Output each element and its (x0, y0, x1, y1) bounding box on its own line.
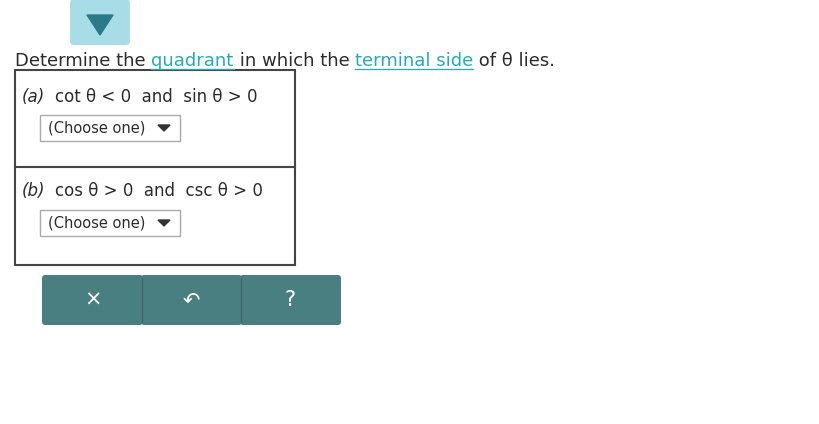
FancyBboxPatch shape (141, 275, 242, 325)
Text: in which the: in which the (233, 52, 355, 70)
FancyBboxPatch shape (70, 0, 130, 45)
Text: (a): (a) (22, 88, 45, 106)
Text: ?: ? (284, 290, 296, 310)
Bar (40, 115, 180, 141)
Polygon shape (158, 125, 170, 131)
Text: cos θ > 0  and  csc θ > 0: cos θ > 0 and csc θ > 0 (55, 182, 263, 200)
Bar (15, 70, 295, 265)
Bar (40, 210, 180, 236)
FancyBboxPatch shape (240, 275, 341, 325)
Text: terminal side: terminal side (355, 52, 473, 70)
Text: (Choose one): (Choose one) (48, 215, 145, 231)
Text: (b): (b) (22, 182, 45, 200)
Text: (Choose one): (Choose one) (48, 120, 145, 136)
Text: ×: × (84, 290, 101, 310)
FancyBboxPatch shape (42, 275, 143, 325)
Text: of θ lies.: of θ lies. (473, 52, 554, 70)
Text: quadrant: quadrant (152, 52, 233, 70)
Polygon shape (87, 15, 113, 35)
Text: Determine the: Determine the (15, 52, 152, 70)
Polygon shape (158, 220, 170, 226)
Text: ↶: ↶ (183, 290, 200, 310)
Text: cot θ < 0  and  sin θ > 0: cot θ < 0 and sin θ > 0 (55, 88, 257, 106)
